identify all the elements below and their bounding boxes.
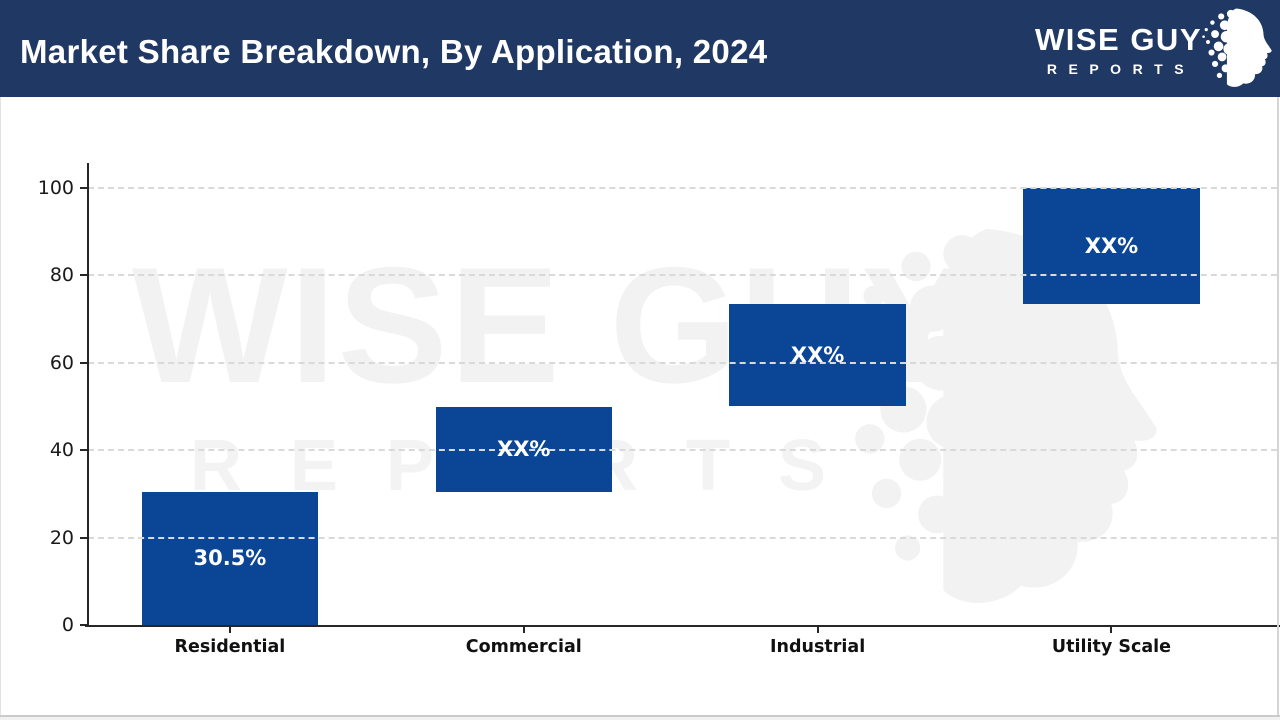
grid-line-80 [88,274,1277,277]
brand-logo-text: WISE GUY REPORTS [1035,22,1202,77]
grid-line-40 [88,449,1277,452]
frame-right-border [1277,97,1279,717]
bar-utility-scale [1023,188,1200,304]
x-axis-line [85,625,1280,627]
x-tick-mark [522,625,525,633]
y-tick-label: 0 [61,614,74,636]
y-axis-line [87,163,89,627]
bar-value-label: XX% [790,343,845,368]
brand-subtitle: REPORTS [1046,60,1196,77]
y-tick-mark [80,187,88,189]
brand-name: WISE GUY [1034,21,1202,57]
x-category-label: Industrial [770,637,866,657]
grid-line-60 [88,361,1277,364]
bar-value-label: XX% [497,437,551,462]
y-tick-mark [80,274,88,277]
grid-line-20 [88,536,1277,539]
y-tick-label: 20 [49,526,74,549]
frame-left-border [0,97,1,717]
y-tick-label: 100 [37,177,74,199]
frame-bottom-border [0,715,1280,717]
x-category-label: Utility Scale [1051,637,1172,657]
bar-industrial [729,303,906,407]
bar-residential [141,491,319,625]
grid-line-100 [88,187,1277,189]
y-tick-label: 40 [49,439,74,462]
x-category-label: Residential [174,637,286,657]
header-bar: Market Share Breakdown, By Application, … [0,0,1280,97]
bar-commercial [435,406,612,492]
bar-value-label: XX% [1084,233,1139,258]
x-tick-mark [1110,625,1113,633]
y-tick-mark [80,449,88,452]
brand-logo: WISE GUY REPORTS [1035,4,1274,94]
y-tick-mark [80,361,88,364]
x-tick-mark [816,625,819,633]
brand-head-icon [1186,5,1274,93]
bar-value-label: 30.5% [193,546,267,571]
chart-title: Market Share Breakdown, By Application, … [20,33,768,70]
frame-bottom-strip [0,717,1280,720]
y-tick-label: 80 [49,264,74,287]
y-tick-mark [80,536,88,539]
y-tick-mark [80,624,88,626]
x-category-label: Commercial [465,637,582,657]
y-tick-label: 60 [49,351,74,374]
x-tick-mark [228,625,231,633]
